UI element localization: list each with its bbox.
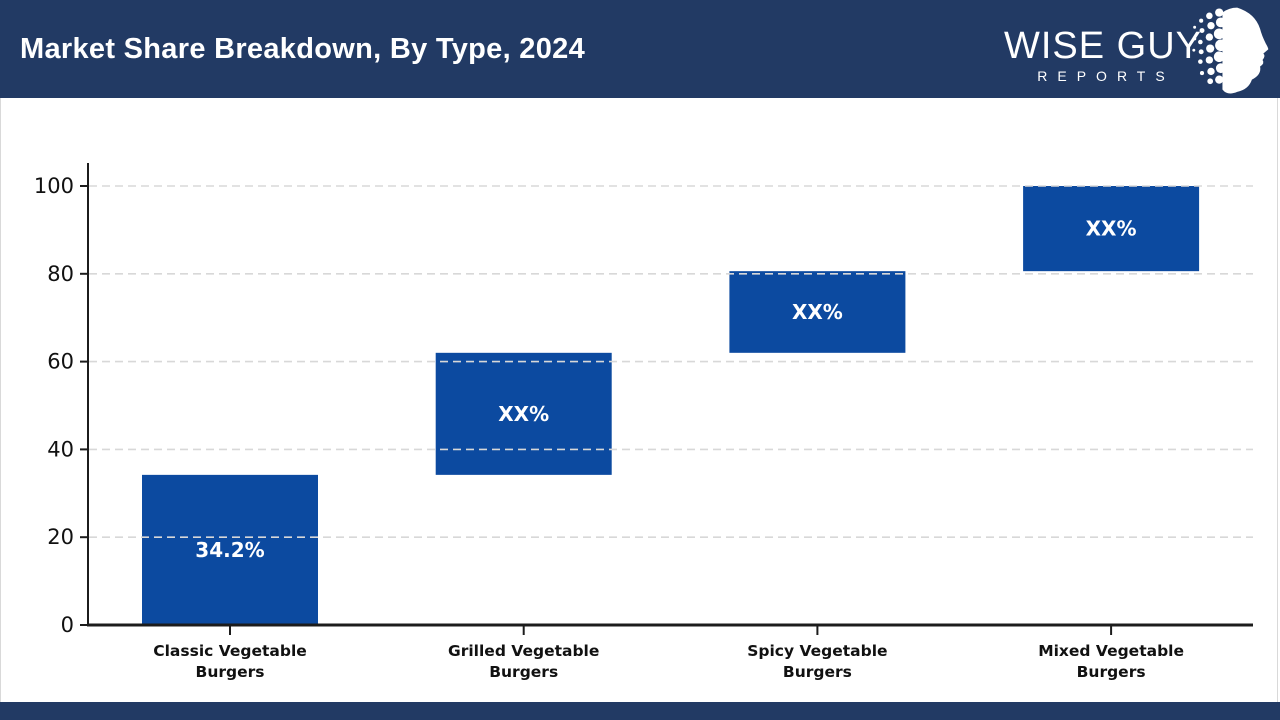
header-bar: Market Share Breakdown, By Type, 2024 WI… xyxy=(0,0,1280,98)
wise-guy-logo: WISE GUY REPORTS xyxy=(1004,6,1270,96)
logo-text: WISE GUY REPORTS xyxy=(1004,25,1202,84)
footer-bar xyxy=(0,702,1280,720)
page-title: Market Share Breakdown, By Type, 2024 xyxy=(20,32,586,65)
logo-subtitle: REPORTS xyxy=(1037,67,1175,84)
chart-area xyxy=(0,98,1278,702)
logo-name: WISE GUY xyxy=(1003,24,1202,67)
logo-head-icon xyxy=(1188,6,1270,96)
